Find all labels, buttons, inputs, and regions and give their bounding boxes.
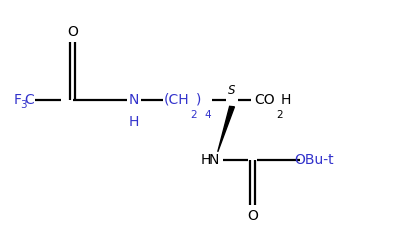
Text: O: O [247, 209, 258, 223]
Text: N: N [129, 93, 139, 107]
Text: F: F [14, 93, 22, 107]
Text: O: O [67, 25, 78, 39]
Text: C: C [24, 93, 34, 107]
Text: 2: 2 [190, 109, 196, 120]
Polygon shape [218, 106, 234, 152]
Text: H: H [200, 153, 211, 167]
Text: H: H [281, 93, 291, 107]
Text: ): ) [196, 93, 201, 107]
Text: OBu-t: OBu-t [294, 153, 333, 167]
Text: 4: 4 [204, 109, 211, 120]
Text: 3: 3 [20, 101, 26, 110]
Text: H: H [129, 115, 139, 129]
Text: (CH: (CH [164, 93, 190, 107]
Text: S: S [228, 84, 236, 97]
Text: 2: 2 [277, 109, 283, 120]
Text: CO: CO [254, 93, 275, 107]
Text: N: N [208, 153, 219, 167]
